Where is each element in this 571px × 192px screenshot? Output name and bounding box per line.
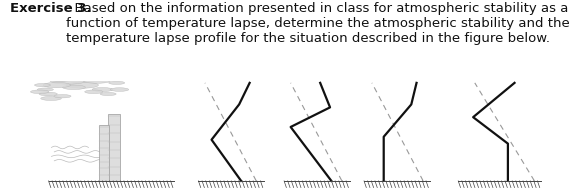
Circle shape (62, 85, 85, 89)
Circle shape (110, 88, 128, 91)
Circle shape (34, 84, 50, 87)
Circle shape (37, 88, 53, 91)
Circle shape (54, 95, 71, 98)
Circle shape (43, 82, 70, 88)
Circle shape (30, 90, 49, 94)
Bar (99, 125, 109, 181)
Circle shape (66, 82, 98, 88)
Text: Exercise 3.: Exercise 3. (10, 2, 92, 15)
Circle shape (92, 88, 112, 92)
Circle shape (50, 77, 86, 84)
Text: Based on the information presented in class for atmospheric stability as a
funct: Based on the information presented in cl… (66, 2, 571, 46)
Circle shape (67, 73, 97, 79)
Circle shape (108, 81, 124, 84)
Circle shape (100, 92, 116, 96)
Circle shape (67, 69, 92, 74)
Bar (107, 114, 120, 181)
Circle shape (45, 75, 74, 81)
Circle shape (39, 92, 57, 96)
Circle shape (41, 96, 61, 100)
Circle shape (83, 78, 110, 83)
Circle shape (85, 90, 103, 94)
Circle shape (51, 69, 79, 74)
